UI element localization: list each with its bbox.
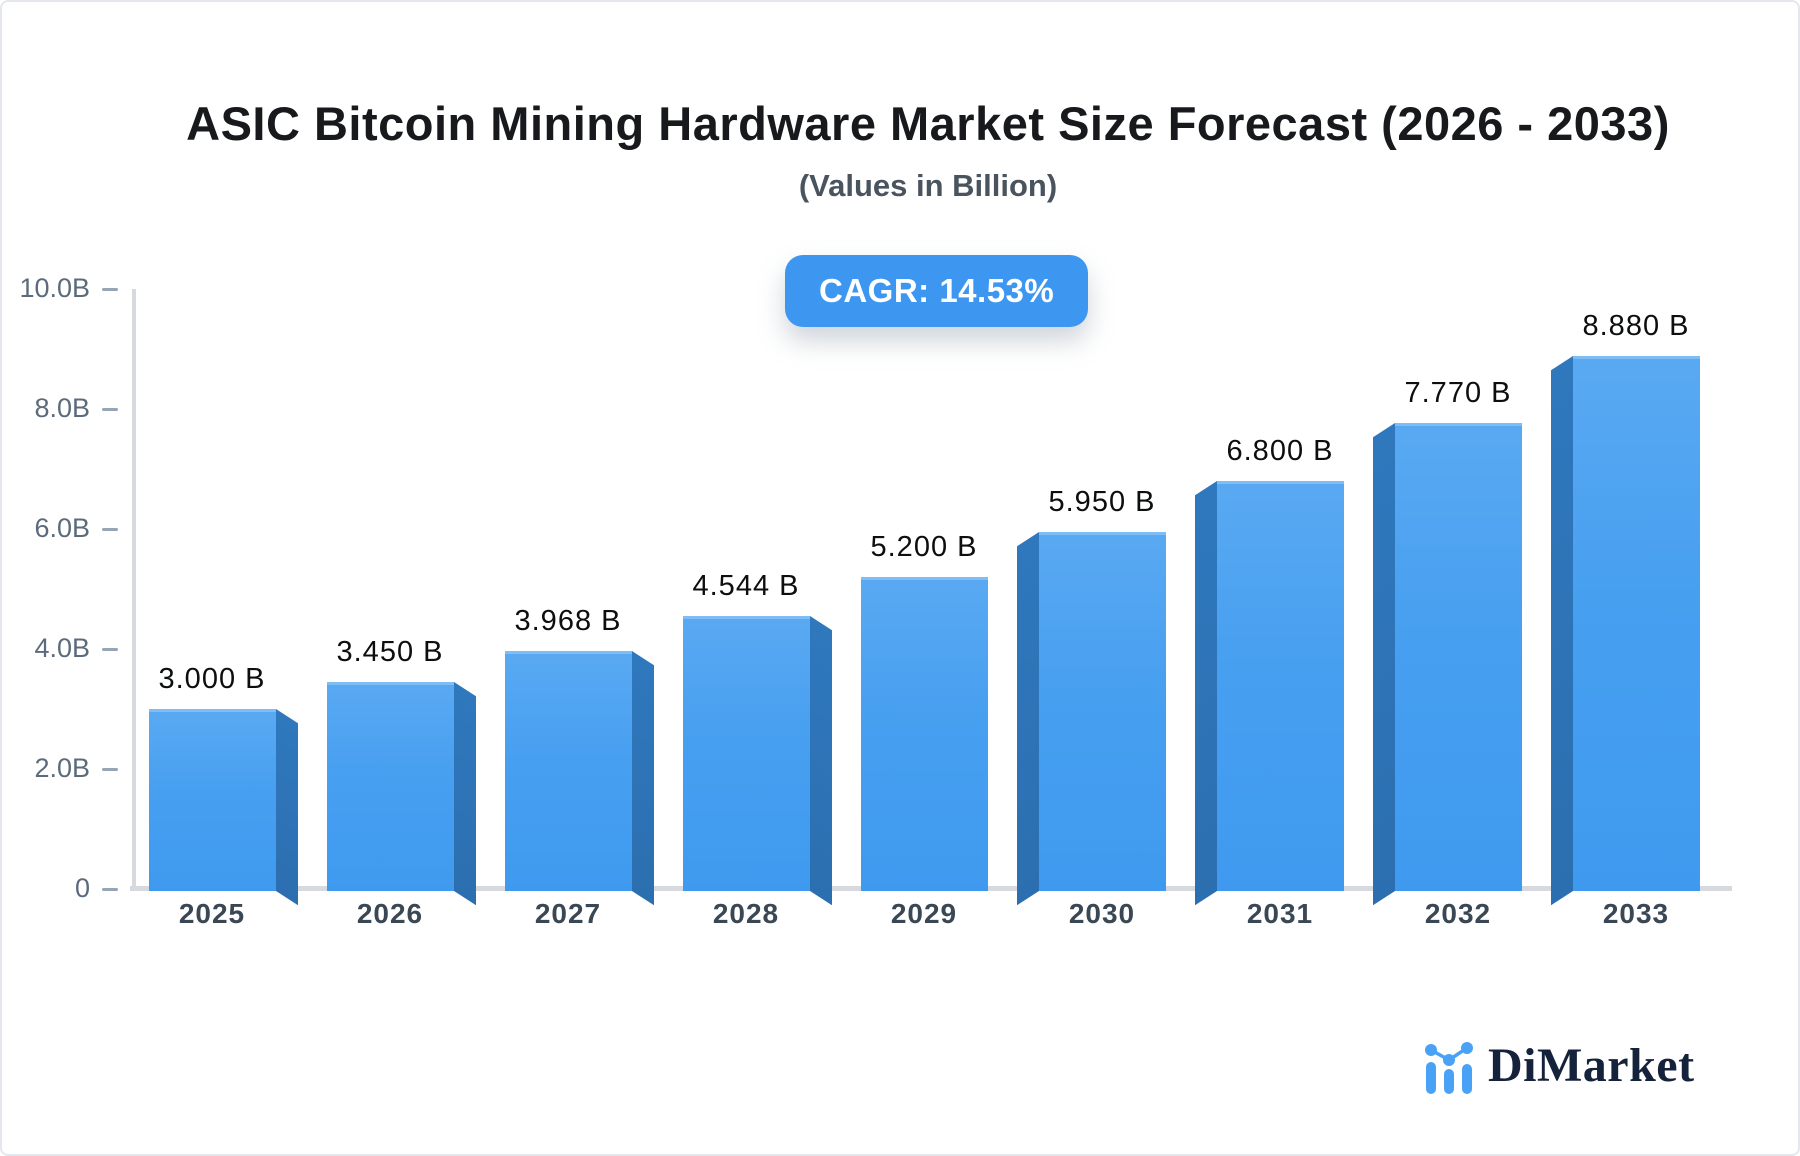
y-tick-label: 2.0B — [34, 753, 90, 783]
bar-2027 — [504, 650, 632, 891]
chart-subtitle: (Values in Billion) — [798, 168, 1058, 203]
bar-side-face — [275, 709, 298, 906]
bar-2028 — [682, 616, 810, 891]
x-axis-label-2030: 2030 — [1068, 898, 1136, 929]
bar-2025 — [148, 709, 276, 891]
y-tick-mark — [102, 407, 118, 411]
y-tick-label: 4.0B — [34, 633, 90, 663]
x-axis-label-2031: 2031 — [1246, 898, 1314, 929]
bar-value-label: 3.000 B — [158, 663, 266, 695]
bar-2029 — [860, 577, 988, 891]
bar-2033 — [1572, 356, 1700, 891]
brand-name: DiMarket — [1488, 1039, 1695, 1092]
y-tick-mark — [102, 647, 118, 651]
bar-side-face — [631, 650, 654, 906]
chart-title: ASIC Bitcoin Mining Hardware Market Size… — [186, 97, 1670, 150]
x-axis-label-2027: 2027 — [534, 898, 602, 929]
x-axis-label-2028: 2028 — [712, 898, 780, 929]
y-tick-mark — [102, 767, 118, 771]
bar-value-label: 5.200 B — [870, 531, 978, 563]
cagr-badge-label: CAGR: 14.53% — [819, 272, 1055, 309]
bar-value-label: 3.968 B — [514, 604, 622, 637]
y-tick-label: 8.0B — [34, 393, 90, 423]
bar-value-label: 8.880 B — [1582, 310, 1690, 343]
y-tick-label: 6.0B — [34, 513, 90, 543]
y-axis-line — [132, 289, 136, 890]
bar-side-face — [809, 616, 832, 906]
y-tick-mark — [102, 287, 118, 291]
bar-value-label: 6.800 B — [1226, 435, 1334, 467]
bar-side-face — [1194, 481, 1217, 906]
bar-2026 — [326, 682, 454, 891]
bar-2032 — [1394, 422, 1522, 891]
bar-value-label: 5.950 B — [1048, 486, 1156, 518]
bar-value-label: 3.450 B — [336, 636, 444, 668]
bar-side-face — [1016, 532, 1039, 906]
bar-side-face — [1550, 356, 1573, 906]
x-axis-label-2026: 2026 — [356, 898, 424, 929]
bar-side-face — [453, 682, 476, 906]
cagr-badge: CAGR: 14.53% — [785, 255, 1089, 327]
x-axis-label-2033: 2033 — [1602, 898, 1670, 929]
x-axis-label-2025: 2025 — [178, 898, 246, 929]
bar-line-chart-icon — [1425, 1042, 1473, 1094]
y-tick-mark — [102, 887, 118, 891]
x-axis-label-2032: 2032 — [1424, 898, 1492, 929]
bar-value-label: 7.770 B — [1404, 376, 1512, 409]
bar-side-face — [1372, 422, 1395, 906]
bar-value-label: 4.544 B — [692, 570, 800, 603]
y-tick-mark — [102, 527, 118, 531]
y-tick-label: 0 — [74, 873, 90, 903]
y-tick-label: 10.0B — [19, 273, 90, 303]
brand-logo: DiMarket — [1424, 1036, 1695, 1096]
bar-2030 — [1038, 532, 1166, 891]
bar-2031 — [1216, 481, 1344, 891]
x-axis-label-2029: 2029 — [890, 898, 958, 929]
